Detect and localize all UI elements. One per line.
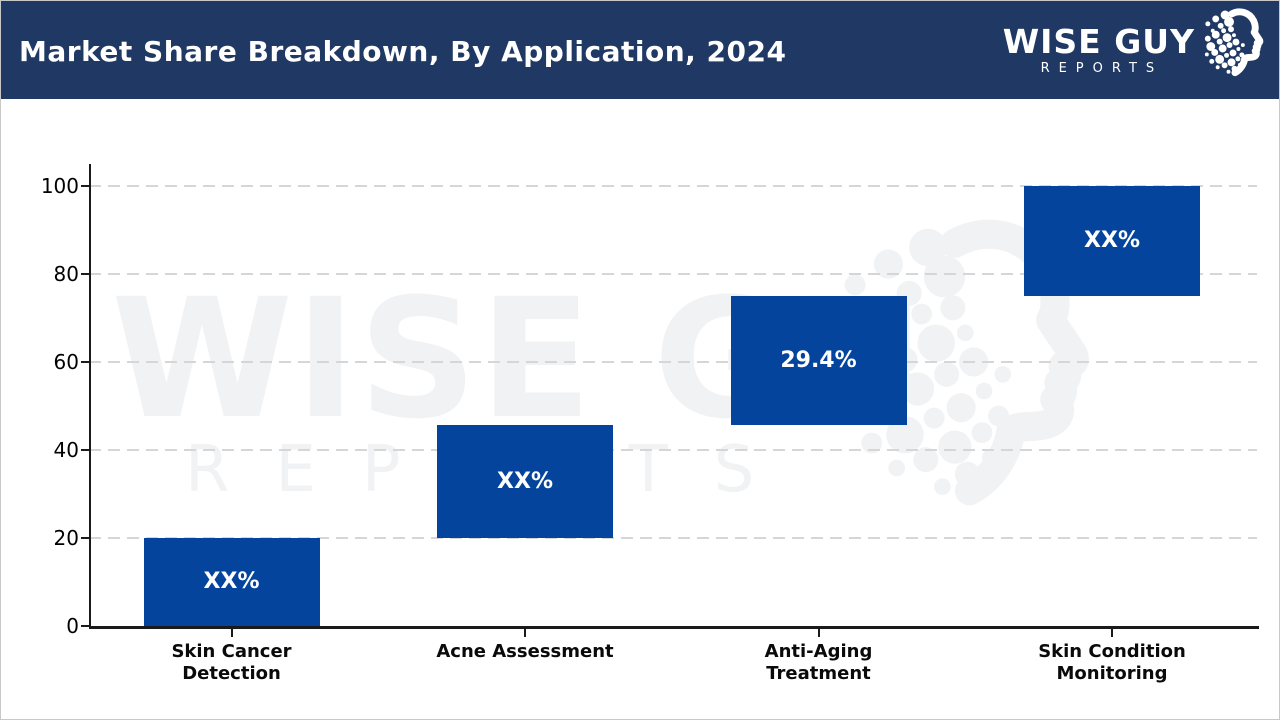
bar-2 (437, 425, 613, 538)
x-category-label: Acne Assessment (375, 641, 675, 663)
bar-1 (143, 538, 320, 626)
x-category-label-line: Skin Cancer (171, 641, 292, 662)
gridline (89, 361, 1257, 363)
x-tick-mark (817, 629, 820, 637)
y-tick-mark (81, 625, 89, 627)
y-tick-label: 60 (53, 350, 79, 374)
page-title: Market Share Breakdown, By Application, … (19, 35, 787, 68)
logo-wordmark: WISE GUY (1002, 21, 1195, 61)
x-category-label: Skin Cancer Detection (82, 641, 382, 685)
y-tick-mark (81, 185, 89, 187)
y-tick-label: 100 (40, 174, 79, 198)
x-category-label-line: Acne Assessment (436, 641, 614, 662)
x-category-label: Skin Condition Monitoring (962, 641, 1262, 685)
x-category-label-line: Anti-Aging (764, 641, 873, 662)
x-category-label-line: Detection (182, 663, 281, 684)
logo-text: WISE GUY REPORTS (1002, 21, 1195, 76)
x-category-label-line: Monitoring (1056, 663, 1168, 684)
x-tick-mark (524, 629, 526, 637)
gridline (89, 449, 1257, 451)
x-category-label: Anti-Aging Treatment (669, 641, 969, 685)
header-bar: Market Share Breakdown, By Application, … (1, 1, 1279, 99)
y-tick-mark (81, 537, 89, 539)
y-tick-label: 40 (53, 438, 79, 462)
bar-value-label: XX% (1084, 228, 1140, 253)
gridline (89, 185, 1257, 187)
y-tick-label: 20 (53, 526, 79, 550)
logo-subtitle: REPORTS (1040, 60, 1164, 76)
bar-value-label: 29.4% (780, 347, 857, 373)
gridline (89, 273, 1257, 275)
y-tick-mark (81, 273, 89, 275)
x-category-label-line: Skin Condition (1038, 641, 1186, 662)
gridline (89, 537, 1257, 539)
bar-value-label: XX% (203, 569, 260, 594)
wiseguy-logo: WISE GUY REPORTS (1003, 7, 1269, 91)
y-tick-mark (81, 361, 89, 363)
bar-value-label: XX% (497, 468, 553, 494)
logo-face-icon (1195, 7, 1269, 91)
x-tick-mark (230, 629, 233, 637)
x-tick-mark (1111, 629, 1113, 637)
bar-4 (1024, 186, 1200, 296)
x-category-label-line: Treatment (766, 663, 871, 684)
y-tick-mark (81, 449, 89, 451)
y-tick-label: 80 (53, 262, 79, 286)
x-axis-line (89, 626, 1259, 629)
y-axis-line (89, 164, 91, 626)
y-tick-label: 0 (66, 614, 79, 638)
bar-3 (730, 296, 907, 426)
